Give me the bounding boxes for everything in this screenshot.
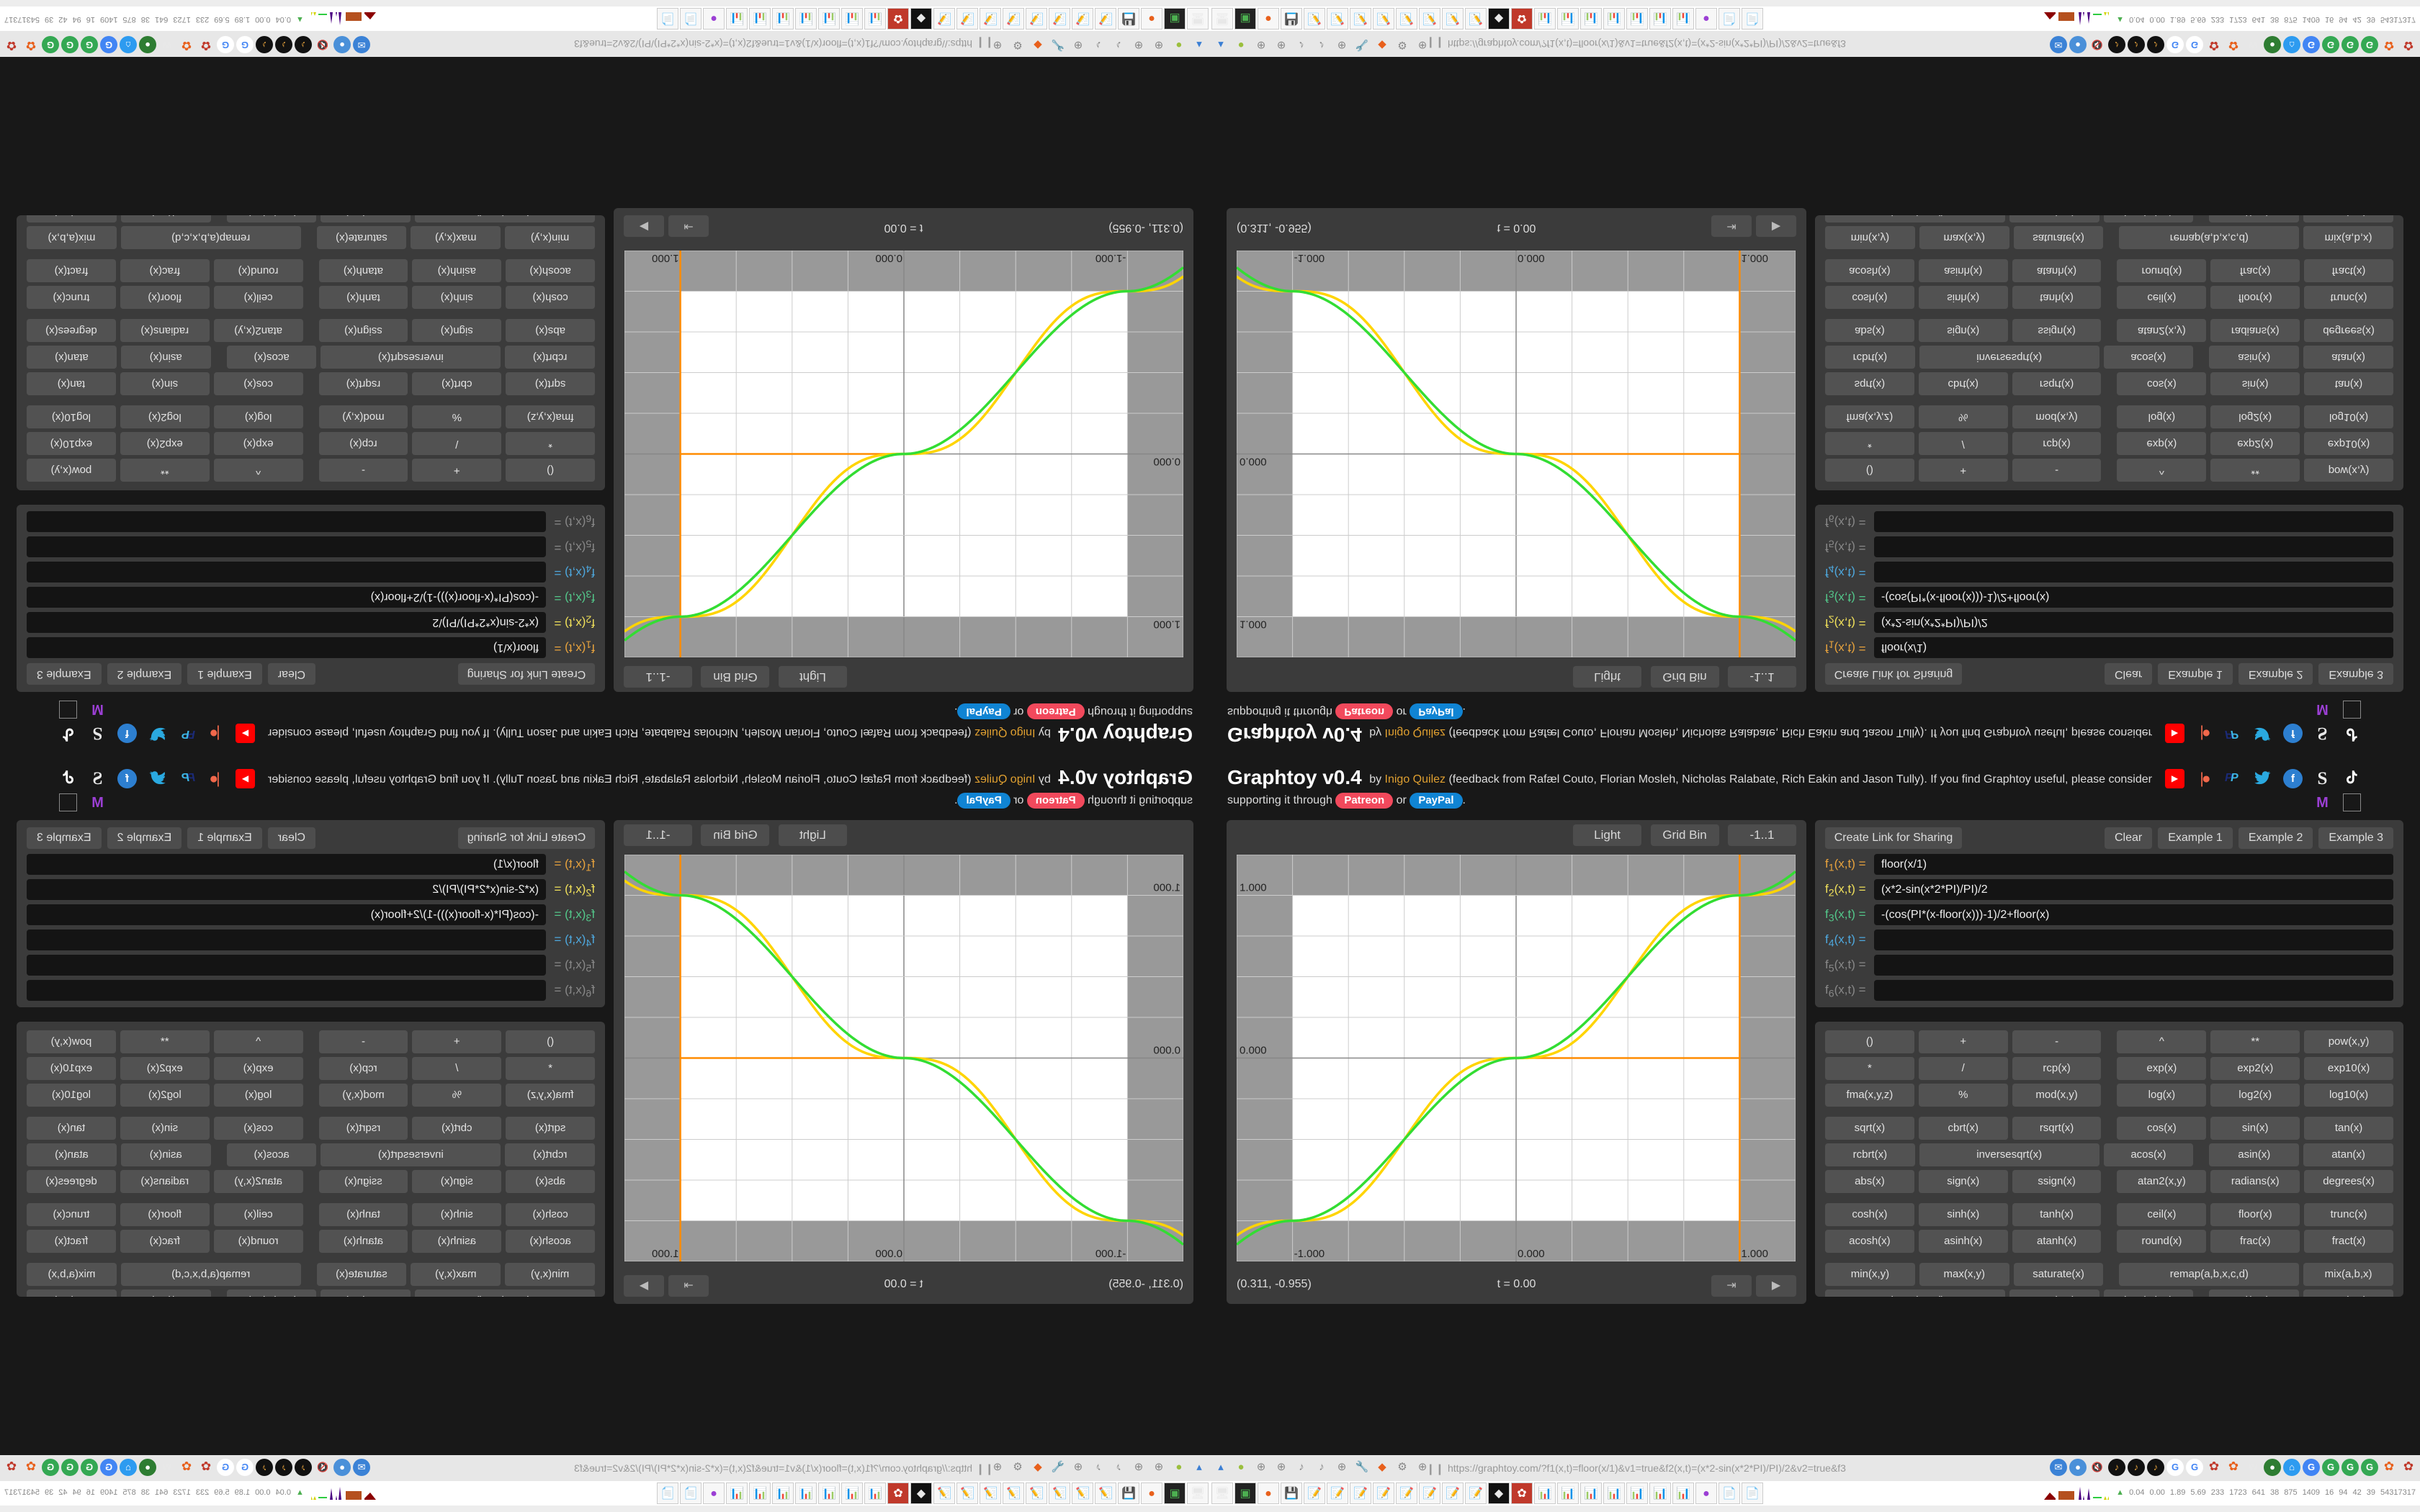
svg-text:0.000: 0.000 xyxy=(875,1248,902,1260)
svg-text:-1.000: -1.000 xyxy=(1294,252,1325,264)
svg-text:-1.000: -1.000 xyxy=(1294,1248,1325,1260)
svg-text:0.000: 0.000 xyxy=(1518,252,1545,264)
svg-text:0.000: 0.000 xyxy=(1240,456,1267,468)
svg-text:-1.000: -1.000 xyxy=(1095,1248,1126,1260)
svg-text:0.000: 0.000 xyxy=(1518,1248,1545,1260)
svg-text:0.000: 0.000 xyxy=(1153,1045,1180,1057)
svg-text:1.000: 1.000 xyxy=(1153,882,1180,894)
svg-text:P: P xyxy=(2231,728,2238,740)
svg-text:P: P xyxy=(182,772,190,784)
svg-text:0.000: 0.000 xyxy=(1240,1045,1267,1057)
svg-text:1.000: 1.000 xyxy=(1240,618,1267,631)
svg-text:1.000: 1.000 xyxy=(652,1248,679,1260)
svg-text:1.000: 1.000 xyxy=(1741,1248,1768,1260)
svg-text:0.000: 0.000 xyxy=(875,252,902,264)
svg-text:1.000: 1.000 xyxy=(1153,618,1180,631)
svg-text:1.000: 1.000 xyxy=(1741,252,1768,264)
svg-text:1.000: 1.000 xyxy=(652,252,679,264)
svg-text:0.000: 0.000 xyxy=(1153,456,1180,468)
svg-text:1.000: 1.000 xyxy=(1240,882,1267,894)
svg-text:P: P xyxy=(182,728,190,740)
svg-text:-1.000: -1.000 xyxy=(1095,252,1126,264)
svg-text:P: P xyxy=(2231,772,2238,784)
